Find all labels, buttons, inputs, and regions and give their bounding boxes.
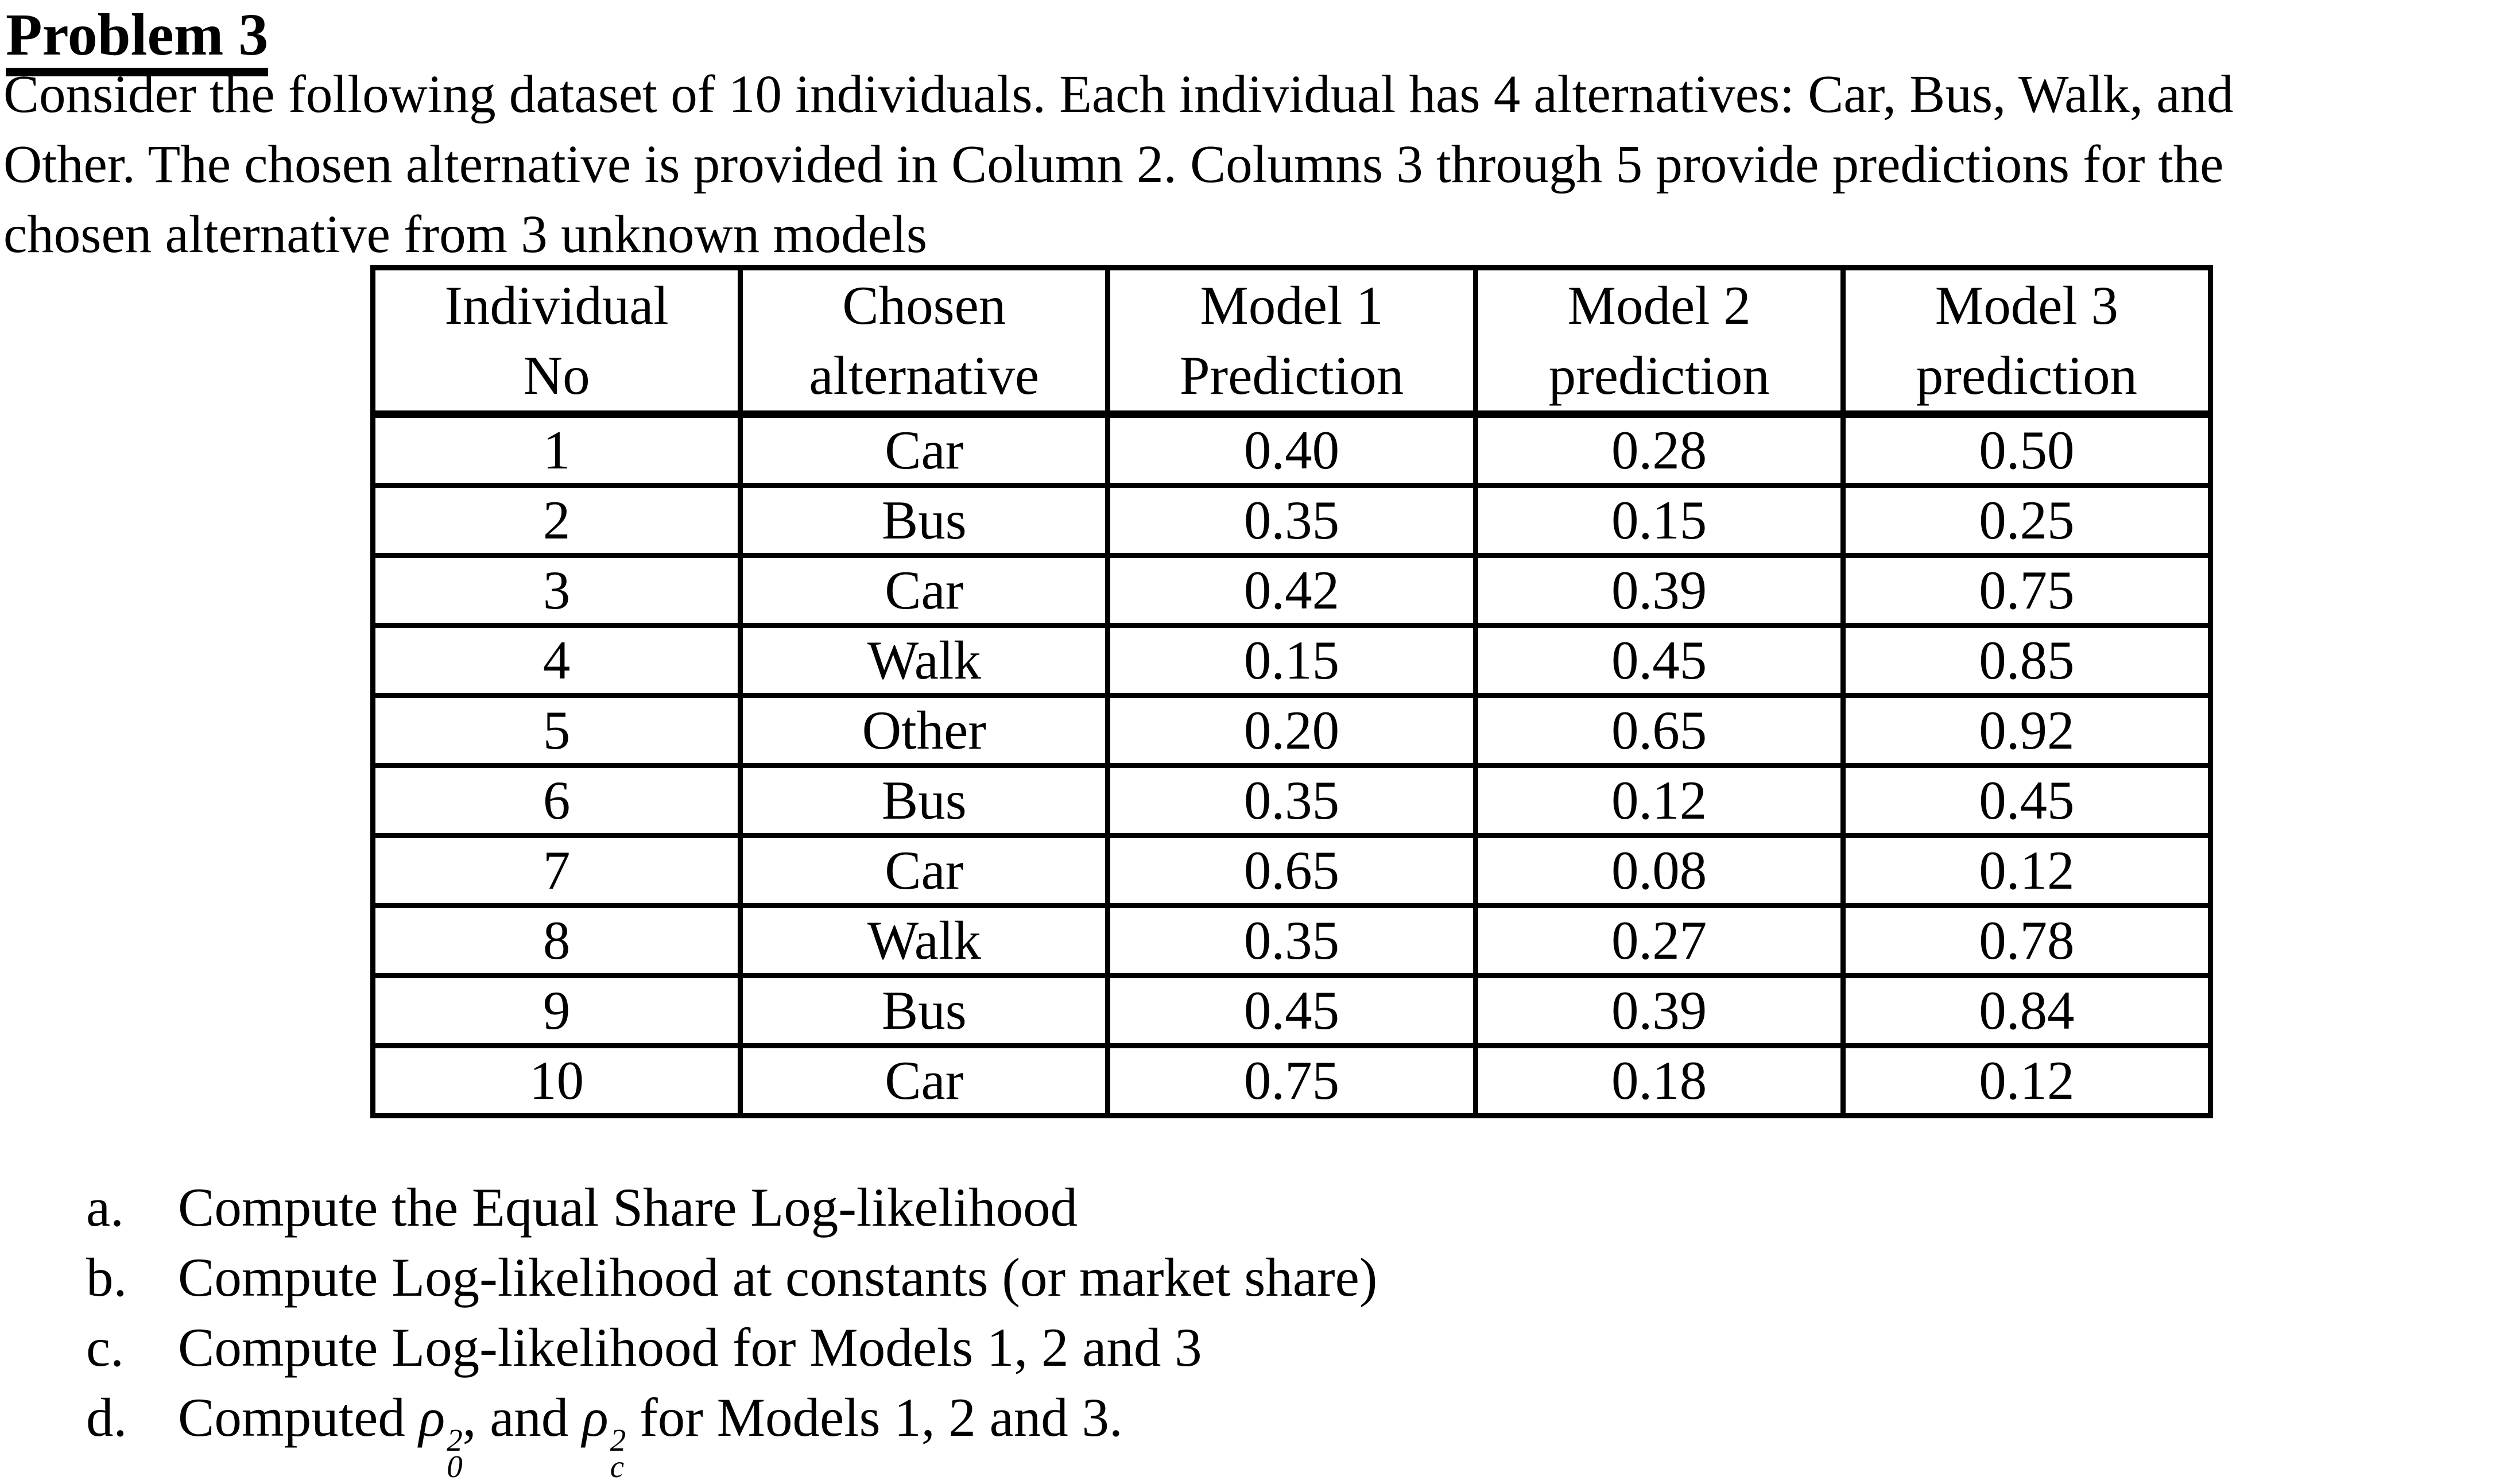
table-row: 6 Bus 0.35 0.12 0.45 [370, 763, 2214, 838]
text-segment: Computed [178, 1387, 419, 1448]
header-chosen-alternative: Chosen alternative [738, 265, 1111, 418]
table-cell: 3 [370, 553, 743, 628]
table-row: 7 Car 0.65 0.08 0.12 [370, 833, 2214, 908]
table-row: 1 Car 0.40 0.28 0.50 [370, 412, 2214, 488]
table-row: 4 Walk 0.15 0.45 0.85 [370, 623, 2214, 698]
table-cell: 1 [370, 412, 743, 488]
table-cell: 0.65 [1105, 833, 1478, 908]
superscript-2: 2 [610, 1423, 626, 1458]
table-cell: 0.08 [1472, 833, 1846, 908]
table-cell: 0.27 [1472, 903, 1846, 978]
rho-symbol: ρ [582, 1387, 609, 1448]
table-cell: 0.84 [1840, 973, 2214, 1048]
table-row: 3 Car 0.42 0.39 0.75 [370, 553, 2214, 628]
table-cell: 0.45 [1105, 973, 1478, 1048]
table-row: 10 Car 0.75 0.18 0.12 [370, 1043, 2214, 1118]
rho-symbol: ρ [418, 1387, 445, 1448]
header-model-1-prediction: Model 1 Prediction [1105, 265, 1478, 418]
table-cell: Car [738, 1043, 1111, 1118]
header-model-2-prediction: Model 2 prediction [1472, 265, 1846, 418]
table-cell: 10 [370, 1043, 743, 1118]
question-item-b: b. Compute Log-likelihood at constants (… [86, 1242, 1377, 1312]
question-item-a: a. Compute the Equal Share Log-likelihoo… [86, 1172, 1377, 1242]
question-marker: b. [86, 1247, 127, 1308]
table-cell: 0.39 [1472, 553, 1846, 628]
table-cell: Bus [738, 763, 1111, 838]
question-item-c: c. Compute Log-likelihood for Models 1, … [86, 1312, 1377, 1382]
subscript-0: 0 [447, 1448, 463, 1484]
problem-title: Problem 3 [6, 3, 269, 77]
text-segment: , and [462, 1387, 583, 1448]
table-cell: 2 [370, 483, 743, 558]
table-cell: Walk [738, 903, 1111, 978]
table-cell: 0.85 [1840, 623, 2214, 698]
table-cell: 0.25 [1840, 483, 2214, 558]
table-cell: 0.65 [1472, 693, 1846, 768]
table-cell: 0.39 [1472, 973, 1846, 1048]
table-cell: 0.15 [1105, 623, 1478, 698]
table-cell: 6 [370, 763, 743, 838]
table-cell: 7 [370, 833, 743, 908]
table-cell: 0.50 [1840, 412, 2214, 488]
table-cell: 8 [370, 903, 743, 978]
table-cell: Bus [738, 483, 1111, 558]
table-row: 8 Walk 0.35 0.27 0.78 [370, 903, 2214, 978]
superscript-2: 2 [447, 1423, 463, 1458]
question-marker: c. [86, 1317, 124, 1378]
table-cell: 0.12 [1840, 1043, 2214, 1118]
intro-paragraph: Consider the following dataset of 10 ind… [3, 65, 2234, 264]
question-text: Compute Log-likelihood at constants (or … [178, 1247, 1378, 1308]
subscript-c: c [610, 1448, 625, 1484]
table-cell: 0.92 [1840, 693, 2214, 768]
question-text: Compute Log-likelihood for Models 1, 2 a… [178, 1317, 1202, 1378]
table-row: 5 Other 0.20 0.65 0.92 [370, 693, 2214, 768]
questions-list: a. Compute the Equal Share Log-likelihoo… [86, 1172, 1377, 1482]
table-cell: 0.35 [1105, 483, 1478, 558]
table-cell: Car [738, 412, 1111, 488]
table-cell: 0.42 [1105, 553, 1478, 628]
table-cell: 0.75 [1840, 553, 2214, 628]
table-cell: 5 [370, 693, 743, 768]
table-row: 9 Bus 0.45 0.39 0.84 [370, 973, 2214, 1048]
table-cell: 4 [370, 623, 743, 698]
table-cell: 9 [370, 973, 743, 1048]
header-individual-no: Individual No [370, 265, 743, 418]
table-cell: 0.20 [1105, 693, 1478, 768]
table-cell: 0.45 [1472, 623, 1846, 698]
table-cell: 0.18 [1472, 1043, 1846, 1118]
dataset-table: Individual No Chosen alternative Model 1… [370, 265, 2214, 1118]
table-header-row: Individual No Chosen alternative Model 1… [370, 265, 2214, 418]
table-cell: 0.45 [1840, 763, 2214, 838]
table-cell: 0.40 [1105, 412, 1478, 488]
table-cell: 0.35 [1105, 903, 1478, 978]
table-cell: Walk [738, 623, 1111, 698]
table-cell: 0.12 [1840, 833, 2214, 908]
question-text: Compute the Equal Share Log-likelihood [178, 1177, 1078, 1238]
table-cell: Car [738, 553, 1111, 628]
question-marker: a. [86, 1177, 124, 1238]
table-cell: Other [738, 693, 1111, 768]
table-cell: 0.75 [1105, 1043, 1478, 1118]
table-cell: 0.15 [1472, 483, 1846, 558]
question-marker: d. [86, 1387, 127, 1448]
text-segment: for Models 1, 2 and 3. [626, 1387, 1123, 1448]
header-model-3-prediction: Model 3 prediction [1840, 265, 2214, 418]
table-cell: 0.35 [1105, 763, 1478, 838]
table-cell: 0.12 [1472, 763, 1846, 838]
problem-title-text: Problem 3 [6, 3, 269, 77]
table-cell: 0.28 [1472, 412, 1846, 488]
table-cell: Car [738, 833, 1111, 908]
table-cell: Bus [738, 973, 1111, 1048]
table-row: 2 Bus 0.35 0.15 0.25 [370, 483, 2214, 558]
table-cell: 0.78 [1840, 903, 2214, 978]
